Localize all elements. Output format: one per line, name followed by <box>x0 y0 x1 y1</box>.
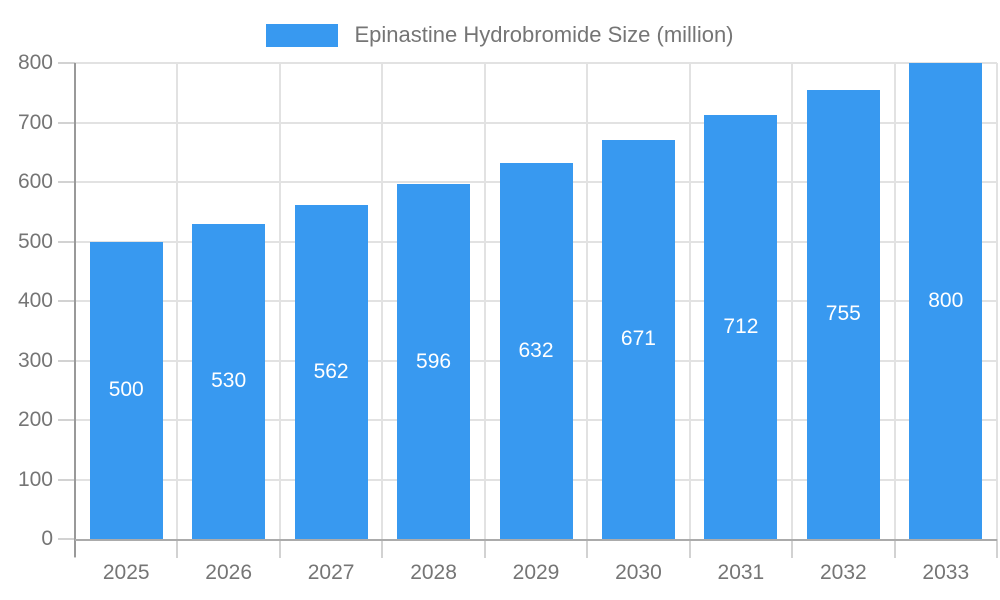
y-axis-label: 500 <box>17 229 53 253</box>
bar-2026[interactable] <box>192 223 266 539</box>
bar-2030[interactable] <box>601 139 675 539</box>
y-axis-label: 800 <box>17 51 53 74</box>
y-axis-label: 300 <box>17 348 53 372</box>
bar-2025[interactable] <box>89 241 163 539</box>
y-axis-tick <box>58 62 75 64</box>
x-axis-tick <box>688 539 691 558</box>
x-axis-label: 2026 <box>205 561 253 584</box>
gridline-horizontal <box>75 62 997 64</box>
gridline-vertical <box>176 63 179 539</box>
y-axis-tick <box>58 181 75 183</box>
x-axis-label: 2030 <box>615 561 662 584</box>
bar-2033[interactable] <box>909 63 983 539</box>
plot-area: 500 530 562 596 632 671 712 755 800 <box>58 62 998 558</box>
y-axis-tick <box>58 478 75 481</box>
x-axis-tick <box>996 539 998 558</box>
bar-value-label: 632 <box>518 338 554 362</box>
gridline-vertical <box>791 63 794 539</box>
y-axis-tick <box>58 240 75 243</box>
bar-value-label: 800 <box>928 289 964 312</box>
x-axis-label: 2032 <box>819 561 867 584</box>
gridline-vertical <box>483 63 486 539</box>
x-axis-label: 2031 <box>717 561 765 584</box>
gridline-vertical <box>381 63 384 539</box>
x-axis-label: 2028 <box>410 561 457 584</box>
gridline-vertical <box>688 63 691 539</box>
legend-swatch <box>266 23 339 47</box>
x-axis-baseline <box>75 539 997 541</box>
x-axis-tick <box>381 539 384 558</box>
y-axis-tick <box>58 121 75 124</box>
x-axis-tick <box>586 539 589 558</box>
x-axis-tick <box>278 539 281 558</box>
gridline-vertical <box>278 63 281 539</box>
bar-value-label: 562 <box>313 359 349 383</box>
y-axis-label: 200 <box>17 408 53 431</box>
y-axis-tick <box>58 419 75 421</box>
bar-value-label: 500 <box>108 378 144 402</box>
y-axis-label: 700 <box>17 110 53 134</box>
bar-value-label: 671 <box>620 327 656 351</box>
y-axis-label: 100 <box>17 467 53 491</box>
y-axis-tick <box>58 300 75 302</box>
bar-2027[interactable] <box>294 204 368 539</box>
x-axis-tick <box>893 539 896 558</box>
gridline-vertical <box>893 63 896 539</box>
legend-label: Epinastine Hydrobromide Size (million) <box>354 22 734 47</box>
x-axis-label: 2027 <box>307 561 355 584</box>
gridline-horizontal <box>75 121 997 124</box>
bar-2029[interactable] <box>499 162 573 539</box>
x-axis-label: 2033 <box>922 561 970 584</box>
y-axis-label: 400 <box>17 289 53 312</box>
gridline-vertical <box>586 63 589 539</box>
y-axis-line <box>74 63 76 557</box>
y-axis-label: 600 <box>17 170 53 193</box>
x-axis-tick <box>176 539 179 558</box>
bar-value-label: 596 <box>416 349 452 373</box>
y-axis-tick <box>58 359 75 362</box>
x-axis-tick <box>483 539 486 558</box>
gridline-vertical <box>996 63 998 539</box>
x-axis-tick <box>791 539 794 558</box>
bar-value-label: 530 <box>211 369 247 393</box>
x-axis-label: 2029 <box>512 561 560 584</box>
y-axis-tick <box>58 538 75 540</box>
bar-2032[interactable] <box>806 89 880 539</box>
bar-2028[interactable] <box>397 184 471 539</box>
y-axis-label: 0 <box>41 527 53 550</box>
bar-2031[interactable] <box>704 115 778 539</box>
bar-value-label: 755 <box>825 302 861 326</box>
x-axis-label: 2025 <box>102 561 150 584</box>
bar-value-label: 712 <box>723 315 759 339</box>
chart-legend[interactable]: Epinastine Hydrobromide Size (million) <box>0 22 1000 48</box>
